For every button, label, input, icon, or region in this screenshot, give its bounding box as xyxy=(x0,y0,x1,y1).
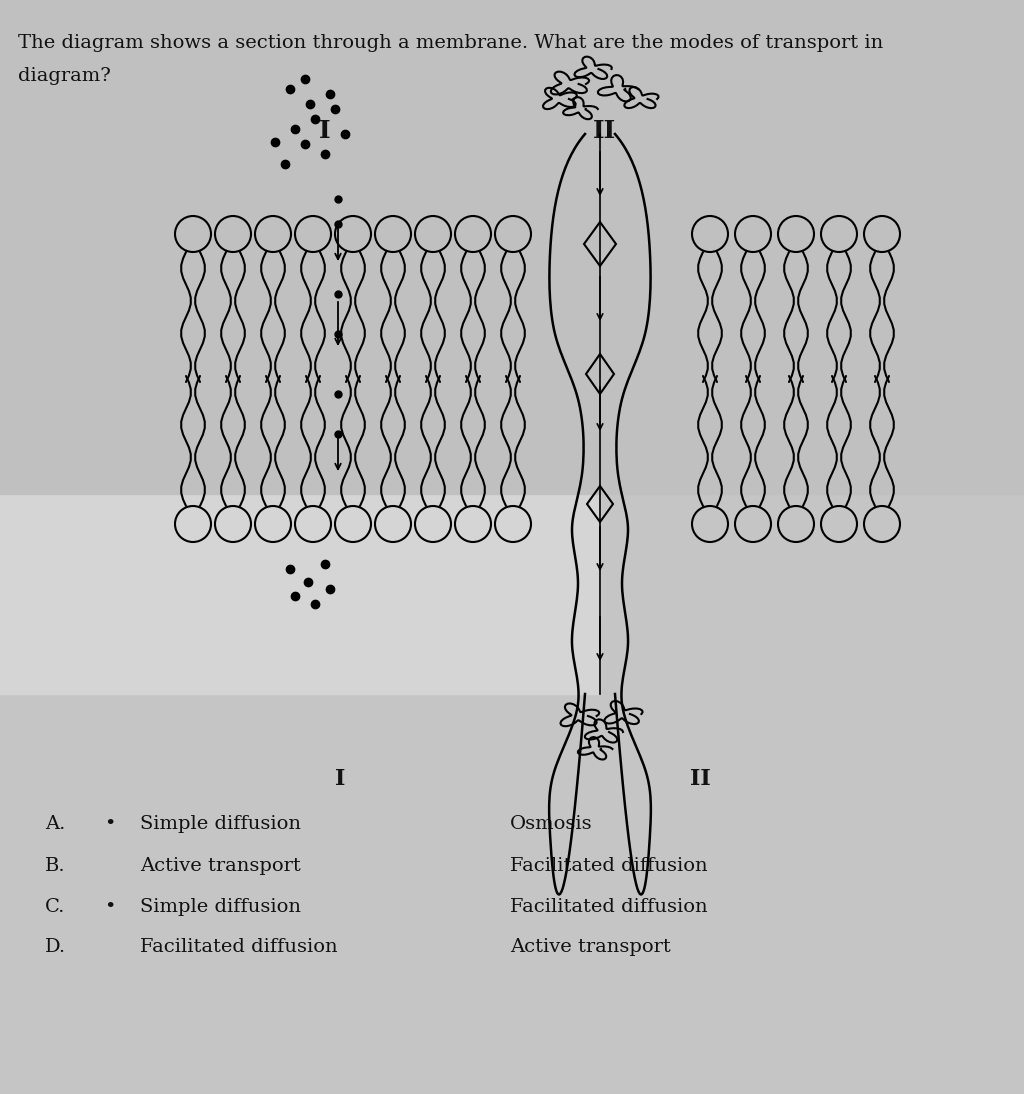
Bar xyxy=(0,0,600,694)
Text: C.: C. xyxy=(45,898,66,916)
Text: II: II xyxy=(593,119,616,143)
Text: Active transport: Active transport xyxy=(140,857,301,875)
Text: Osmosis: Osmosis xyxy=(510,815,593,833)
Text: Active transport: Active transport xyxy=(510,938,671,956)
Text: Simple diffusion: Simple diffusion xyxy=(140,898,301,916)
Text: The diagram shows a section through a membrane. What are the modes of transport : The diagram shows a section through a me… xyxy=(18,34,884,53)
Bar xyxy=(0,0,1024,494)
Text: diagram?: diagram? xyxy=(18,67,111,85)
Text: Facilitated diffusion: Facilitated diffusion xyxy=(510,857,708,875)
Text: Facilitated diffusion: Facilitated diffusion xyxy=(510,898,708,916)
Text: I: I xyxy=(319,119,331,143)
Text: •: • xyxy=(104,815,116,833)
Text: Facilitated diffusion: Facilitated diffusion xyxy=(140,938,338,956)
Text: •: • xyxy=(104,898,116,916)
Text: I: I xyxy=(335,768,345,790)
Text: B.: B. xyxy=(45,857,66,875)
Text: II: II xyxy=(689,768,711,790)
Text: D.: D. xyxy=(45,938,67,956)
Text: Simple diffusion: Simple diffusion xyxy=(140,815,301,833)
Text: A.: A. xyxy=(45,815,66,833)
